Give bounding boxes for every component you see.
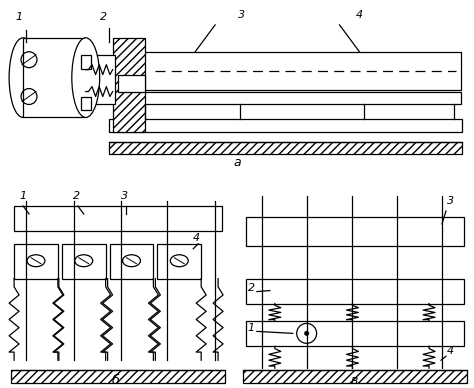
Ellipse shape [9,38,37,118]
Text: 1: 1 [16,12,23,22]
Bar [246,217,464,246]
Text: 3: 3 [238,10,246,20]
Bar [109,120,462,132]
Bar [11,370,225,383]
Bar [113,38,146,132]
Bar [81,97,91,111]
Text: 4: 4 [193,233,201,243]
Circle shape [304,331,309,336]
Bar [109,244,154,279]
Bar [14,206,222,231]
Text: 1: 1 [248,323,255,333]
Text: в: в [351,374,358,387]
Text: 2: 2 [248,282,255,293]
Bar [243,370,467,383]
Text: 2: 2 [100,12,107,22]
Bar [118,74,146,92]
Text: 2: 2 [73,191,80,201]
Bar [246,321,464,346]
Text: б: б [112,374,119,387]
Bar [23,38,86,118]
Text: 1: 1 [19,191,26,201]
Bar [81,55,91,69]
Bar [62,244,106,279]
Text: а: а [233,156,241,169]
Bar [109,142,462,154]
Bar [157,244,201,279]
Text: 4: 4 [356,10,363,20]
Bar [14,244,58,279]
Bar [84,55,115,104]
Text: 4: 4 [447,346,454,356]
Text: 3: 3 [447,196,454,206]
Bar [140,92,461,104]
Text: 3: 3 [120,191,128,201]
Bar [140,52,461,90]
Ellipse shape [72,38,100,118]
Bar [246,279,464,303]
